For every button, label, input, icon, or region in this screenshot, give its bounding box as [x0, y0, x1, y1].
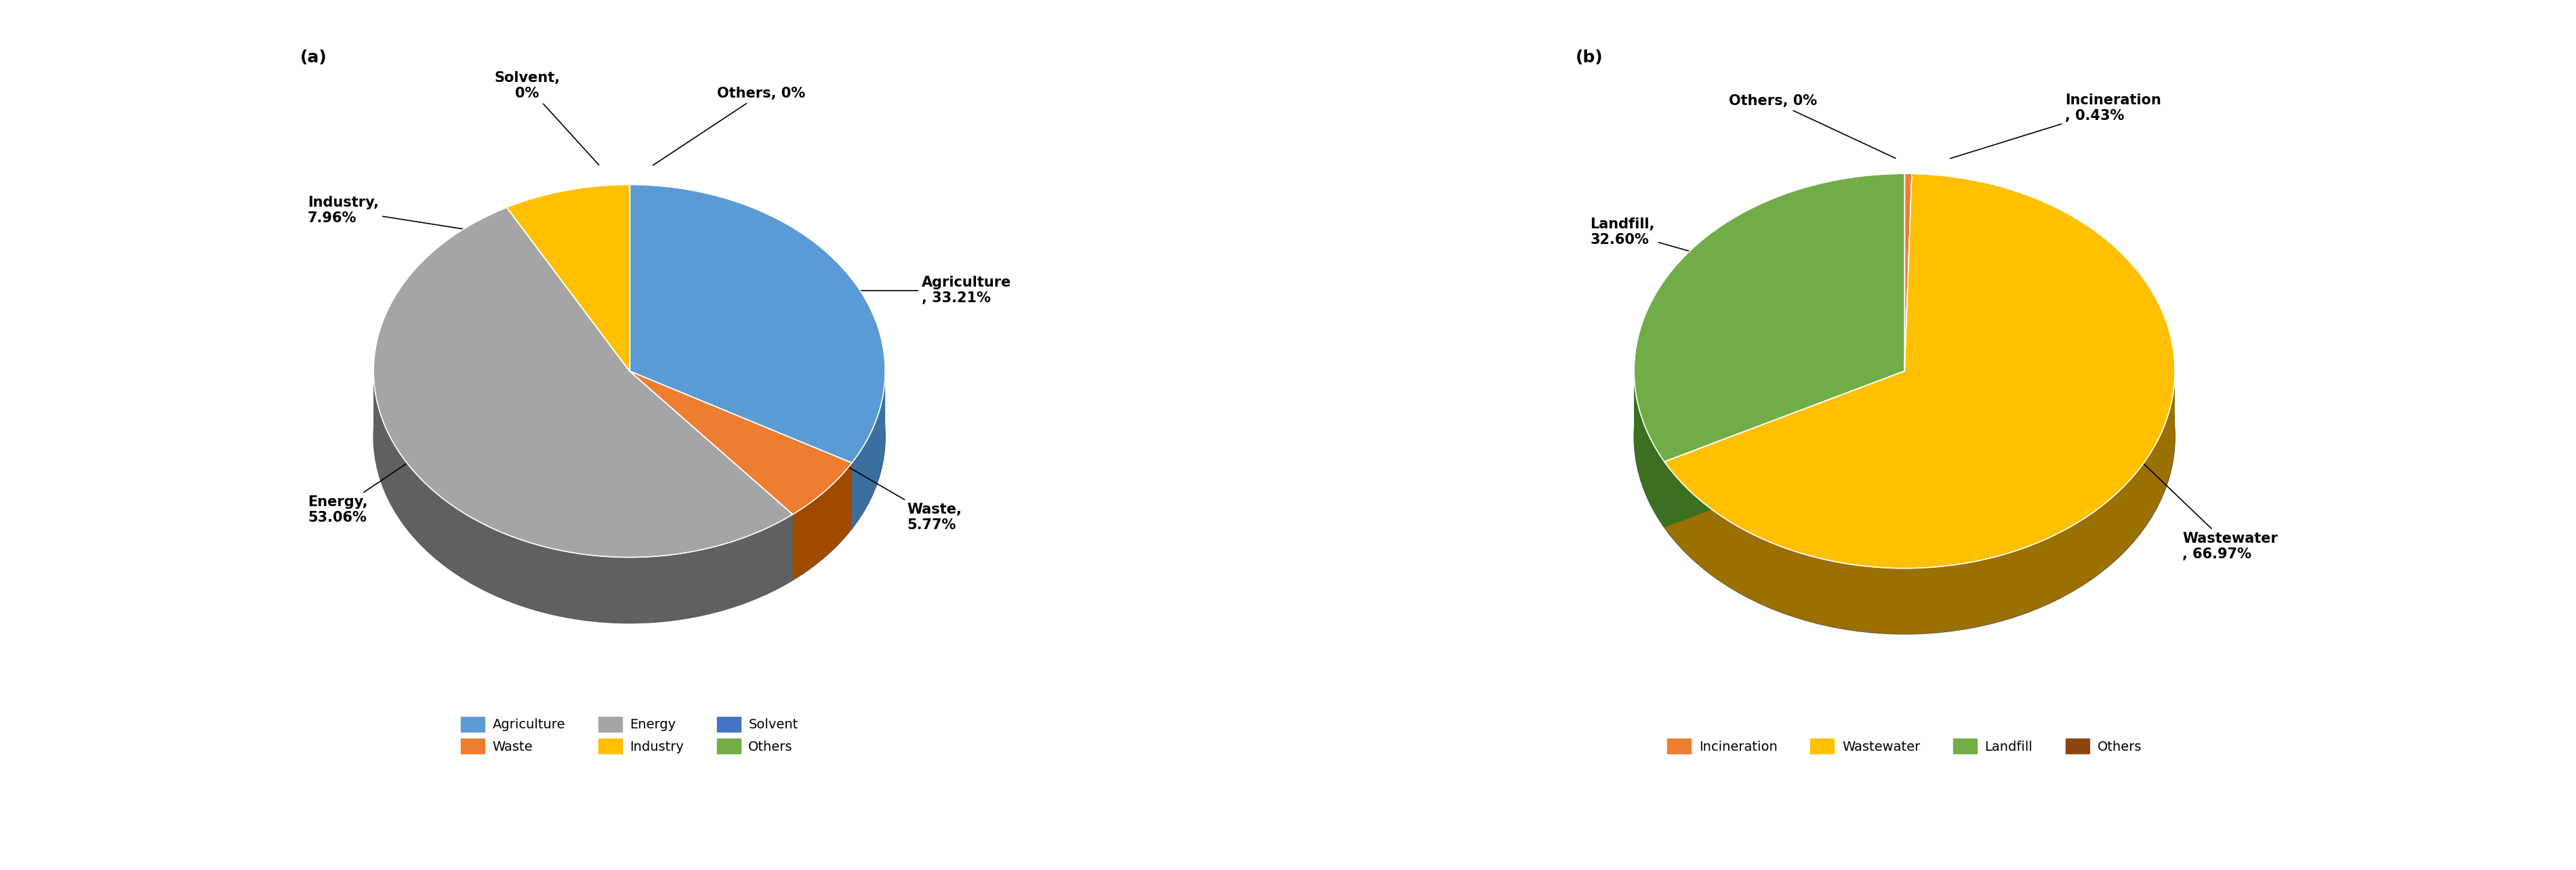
Text: Wastewater
, 66.97%: Wastewater , 66.97%: [2141, 460, 2277, 561]
Text: Landfill,
32.60%: Landfill, 32.60%: [1589, 218, 1749, 268]
Polygon shape: [374, 371, 629, 437]
Polygon shape: [374, 372, 793, 623]
Text: (a): (a): [301, 50, 327, 65]
Text: Agriculture
, 33.21%: Agriculture , 33.21%: [850, 276, 1012, 305]
Text: Energy,
53.06%: Energy, 53.06%: [307, 452, 422, 525]
Polygon shape: [374, 207, 793, 558]
Polygon shape: [1633, 371, 1904, 437]
Text: (b): (b): [1577, 50, 1602, 65]
Polygon shape: [853, 373, 886, 529]
Text: Industry,
7.96%: Industry, 7.96%: [307, 196, 482, 231]
Polygon shape: [629, 371, 853, 529]
Text: Solvent,
0%: Solvent, 0%: [495, 71, 598, 165]
Polygon shape: [629, 371, 793, 580]
Polygon shape: [1664, 174, 2174, 568]
Polygon shape: [629, 371, 793, 580]
Legend: Incineration, Wastewater, Landfill, Others: Incineration, Wastewater, Landfill, Othe…: [1662, 733, 2146, 759]
Text: Others, 0%: Others, 0%: [652, 87, 806, 165]
Polygon shape: [1904, 174, 1911, 371]
Text: Waste,
5.77%: Waste, 5.77%: [835, 459, 961, 532]
Polygon shape: [1664, 371, 1904, 527]
Polygon shape: [1664, 371, 1904, 527]
Polygon shape: [629, 371, 853, 529]
Polygon shape: [629, 371, 853, 514]
Ellipse shape: [374, 251, 886, 623]
Text: Incineration
, 0.43%: Incineration , 0.43%: [1950, 93, 2161, 158]
Polygon shape: [1633, 174, 1904, 462]
Polygon shape: [1664, 377, 2174, 634]
Polygon shape: [1633, 371, 1664, 527]
Text: Others, 0%: Others, 0%: [1728, 94, 1896, 158]
Legend: Agriculture, Waste, Energy, Industry, Solvent, Others: Agriculture, Waste, Energy, Industry, So…: [456, 712, 804, 759]
Polygon shape: [629, 184, 886, 463]
Ellipse shape: [1633, 239, 2174, 634]
Polygon shape: [507, 184, 629, 371]
Polygon shape: [793, 463, 853, 580]
